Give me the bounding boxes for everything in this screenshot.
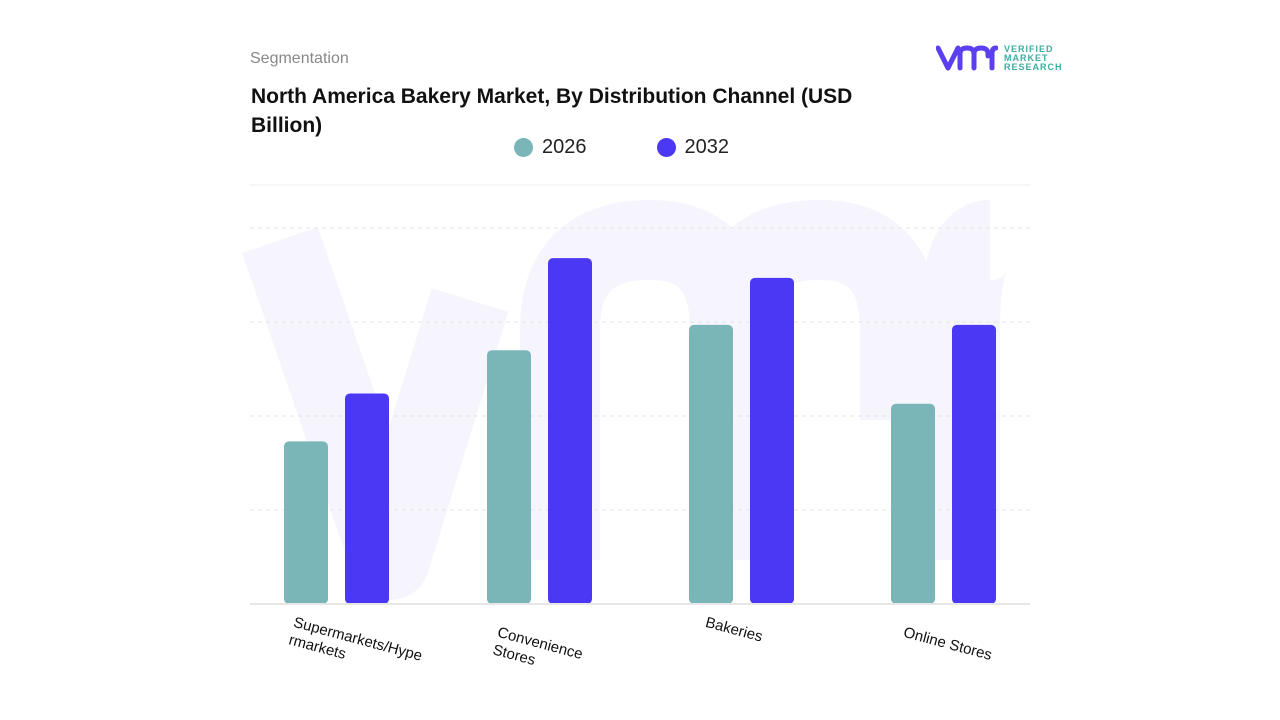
legend-swatch-2026 bbox=[514, 138, 533, 157]
bar-2032-1[interactable] bbox=[548, 258, 592, 604]
bar-2032-2[interactable] bbox=[750, 277, 794, 604]
vmr-logo-mark-icon bbox=[936, 45, 998, 71]
bar-2026-3[interactable] bbox=[891, 403, 935, 604]
legend-item-2026[interactable]: 2026 bbox=[514, 136, 587, 159]
logo-line2: MARKET bbox=[1004, 52, 1049, 63]
bar-2026-2[interactable] bbox=[689, 324, 733, 604]
bar-2026-0[interactable] bbox=[284, 441, 328, 604]
vmr-logo: VERIFIED MARKET RESEARCH bbox=[936, 44, 1063, 72]
segment-label: Segmentation bbox=[250, 50, 349, 67]
legend-label-2032: 2032 bbox=[684, 136, 730, 158]
bar-2032-0[interactable] bbox=[345, 393, 389, 604]
logo-line1: VERIFIED bbox=[1004, 43, 1054, 54]
logo-line3: RESEARCH bbox=[1004, 61, 1063, 72]
legend-swatch-2032 bbox=[656, 138, 676, 157]
watermark bbox=[242, 200, 1009, 600]
bar-2032-3[interactable] bbox=[952, 324, 996, 604]
legend-label-2026: 2026 bbox=[542, 136, 587, 158]
legend-item-2032[interactable]: 2032 bbox=[656, 136, 730, 159]
bar-2026-1[interactable] bbox=[487, 350, 531, 604]
legend: 2026 2032 bbox=[514, 136, 729, 159]
chart-title: North America Bakery Market, By Distribu… bbox=[251, 85, 853, 137]
